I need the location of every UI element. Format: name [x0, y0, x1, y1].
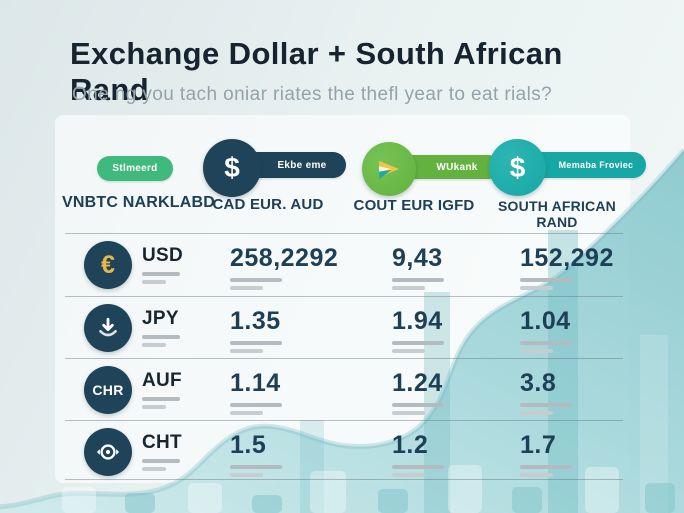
column-4-label: SOUTH AFRICAN RAND [498, 198, 616, 230]
placeholder-lines [520, 465, 572, 477]
rate-value: 1.04 [520, 307, 571, 335]
placeholder-lines [392, 278, 444, 290]
rate-cell: 1.14 [230, 369, 282, 415]
rand-dollar-circle-icon: $ [489, 139, 546, 196]
rate-cell: 1.04 [520, 307, 572, 353]
page-subtitle: One ng you tach oniar riates the thefl y… [72, 84, 553, 105]
currency-code-text: USD [142, 245, 184, 266]
currency-code: AUF [142, 370, 182, 409]
row-divider [65, 233, 623, 234]
dollar-sign: $ [224, 152, 240, 183]
euro-icon: € [84, 241, 132, 289]
download-glyph [99, 317, 117, 337]
download-icon [84, 304, 132, 352]
placeholder-lines [142, 272, 183, 284]
placeholder-lines [230, 403, 282, 415]
rate-cell: 1.94 [392, 307, 444, 353]
column-1-label: VNBTC NARKLABD [62, 194, 216, 211]
row-divider [65, 296, 623, 297]
placeholder-lines [392, 403, 444, 415]
row-divider [65, 358, 623, 359]
column-3-label: COUT EUR IGFD [353, 197, 475, 214]
currency-code: CHT [142, 432, 182, 471]
currency-code-text: JPY [142, 308, 179, 329]
placeholder-lines [392, 341, 444, 353]
placeholder-lines [230, 278, 338, 290]
page-title: Exchange Dollar + South African Rand [70, 36, 563, 107]
rate-cell: 152,292 [520, 244, 614, 290]
rate-cell: 1.35 [230, 307, 282, 353]
currency-code-text: CHT [142, 432, 182, 453]
rate-value: 258,2292 [230, 244, 339, 272]
row-divider [65, 479, 623, 480]
column-1-badge: Stlmeerd [97, 156, 173, 181]
placeholder-lines [142, 459, 182, 471]
placeholder-lines [520, 278, 614, 290]
placeholder-lines [230, 465, 282, 477]
rate-cell: 1.24 [392, 369, 444, 415]
placeholder-lines [392, 465, 444, 477]
currency-code-text: AUF [142, 370, 182, 391]
rate-cell: 1.7 [520, 431, 572, 477]
placeholder-lines [520, 341, 572, 353]
column-4-badge: Memaba Froviec [528, 152, 646, 178]
dollar-sign: $ [509, 151, 526, 183]
flag-chevron-glyph [379, 160, 399, 179]
lens-icon [84, 428, 132, 476]
placeholder-lines [230, 341, 282, 353]
placeholder-lines [142, 397, 182, 409]
rate-cell: 1.2 [392, 431, 444, 477]
rate-value: 1.5 [230, 431, 267, 459]
south-africa-flag-icon [362, 142, 416, 196]
currency-code: JPY [142, 308, 180, 347]
rate-value: 1.35 [230, 307, 281, 335]
rate-value: 152,292 [520, 244, 614, 272]
euro-glyph: € [101, 250, 115, 279]
row-divider [65, 420, 623, 421]
column-2-label: CAD EUR. AUD [212, 196, 324, 213]
currency-code: USD [142, 245, 183, 284]
dollar-circle-icon: $ [203, 139, 261, 197]
rate-value: 9,43 [392, 244, 443, 272]
lens-glyph [96, 444, 120, 460]
rate-cell: 1.5 [230, 431, 282, 477]
rate-cell: 258,2292 [230, 244, 338, 290]
rate-cell: 9,43 [392, 244, 444, 290]
teal-wave-shape [0, 150, 684, 513]
rate-value: 1.24 [392, 369, 443, 397]
rate-value: 1.7 [520, 431, 557, 459]
placeholder-lines [520, 403, 572, 415]
placeholder-lines [142, 335, 180, 347]
rate-value: 1.2 [392, 431, 429, 459]
rate-value: 3.8 [520, 369, 557, 397]
rate-value: 1.14 [230, 369, 281, 397]
wave-edge-band [0, 148, 684, 510]
bottom-bar-silhouettes [62, 465, 675, 513]
chr-text: CHR [92, 382, 124, 398]
chr-badge-icon: CHR [84, 366, 132, 414]
rate-cell: 3.8 [520, 369, 572, 415]
rate-value: 1.94 [392, 307, 443, 335]
